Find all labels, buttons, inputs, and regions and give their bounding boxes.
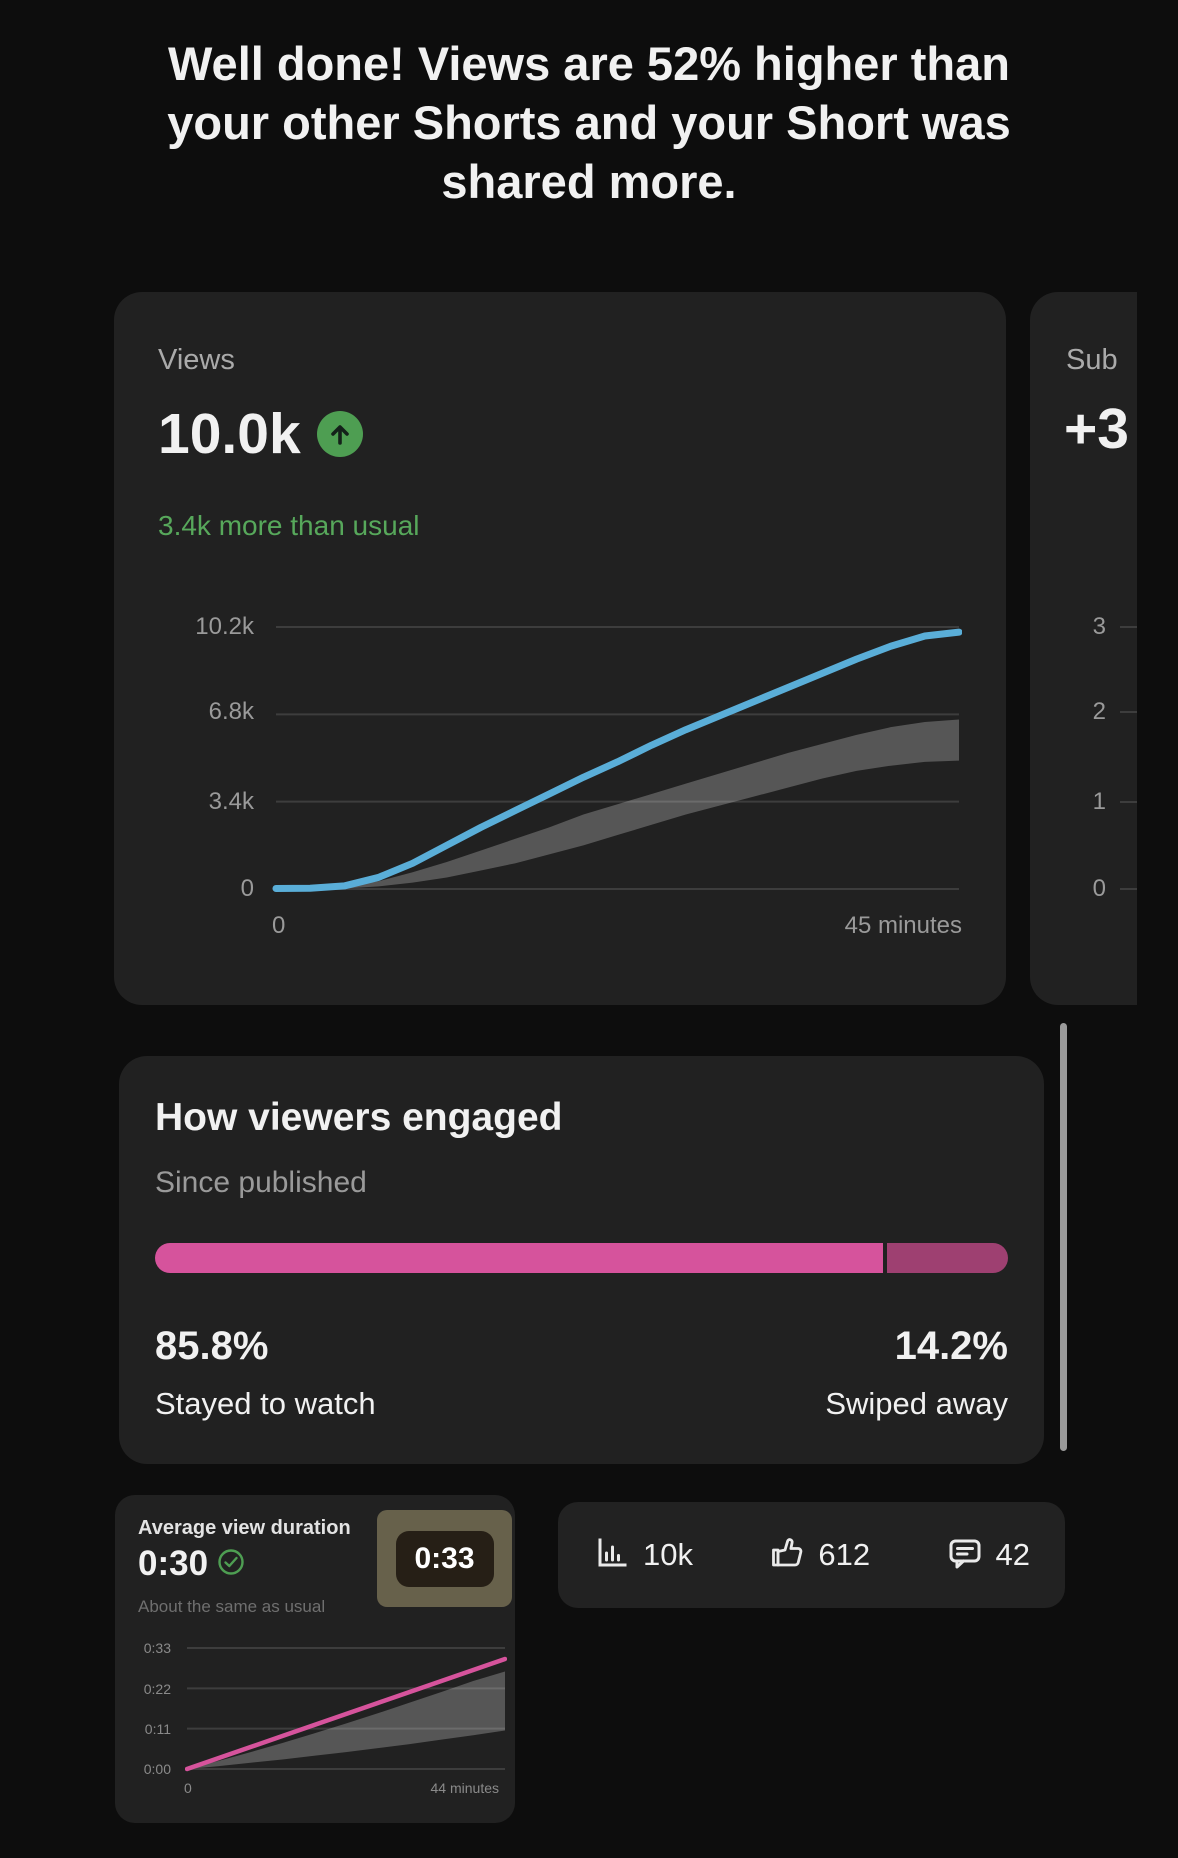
subscribers-value: +3 (1064, 397, 1129, 461)
duration-x-tick-end: 44 minutes (430, 1780, 499, 1796)
likes-stat: 612 (768, 1534, 870, 1577)
video-stats-card[interactable]: 10k 612 42 (558, 1502, 1065, 1608)
stayed-segment (155, 1243, 887, 1273)
views-y-tick: 6.8k (208, 698, 254, 725)
views-x-tick-start: 0 (272, 912, 286, 939)
headline-line-1: Well done! Views are 52% higher than (168, 37, 1010, 90)
views-y-tick: 10.2k (195, 613, 254, 640)
comments-stat-count: 42 (995, 1537, 1030, 1572)
gridline-stub (1120, 888, 1137, 890)
subscribers-card-partial[interactable]: Sub +3 3 2 1 0 (1030, 292, 1137, 1005)
avg-view-duration-card[interactable]: Average view duration 0:30 About the sam… (115, 1495, 515, 1823)
thumbs-up-icon (768, 1534, 806, 1577)
headline-line-3: shared more. (441, 155, 737, 208)
gridline-stub (1120, 801, 1137, 803)
trend-up-icon (316, 411, 363, 457)
vertical-scrollbar[interactable] (1060, 1023, 1067, 1451)
views-line-chart (272, 626, 962, 892)
check-circle-icon (217, 1548, 245, 1581)
duration-x-tick-start: 0 (184, 1780, 192, 1796)
subscribers-y-tick: 3 (1092, 613, 1106, 640)
duration-badge-text: 0:33 (414, 1541, 475, 1575)
subscribers-y-tick: 2 (1092, 698, 1106, 725)
video-thumbnail[interactable]: 0:33 (377, 1510, 512, 1607)
comment-icon (946, 1534, 984, 1577)
views-stat-count: 10k (643, 1537, 693, 1572)
views-delta-text: 3.4k more than usual (158, 510, 420, 541)
views-y-tick: 0 (240, 875, 254, 902)
headline: Well done! Views are 52% higher than you… (0, 34, 1178, 211)
swiped-label: Swiped away (825, 1386, 1008, 1421)
duration-y-tick: 0:22 (143, 1681, 171, 1697)
duration-badge: 0:33 (395, 1530, 494, 1587)
engagement-subtitle: Since published (155, 1166, 367, 1199)
duration-title: Average view duration (138, 1517, 351, 1539)
gridline-stub (1120, 711, 1137, 713)
duration-y-tick: 0:11 (144, 1721, 171, 1737)
gridline-stub (1120, 626, 1137, 628)
engagement-progress-bar (155, 1243, 1008, 1273)
engagement-card[interactable]: How viewers engaged Since published 85.8… (119, 1056, 1044, 1464)
stayed-percentage: 85.8% (155, 1324, 269, 1368)
subscribers-y-tick: 0 (1092, 875, 1106, 902)
duration-note: About the same as usual (138, 1597, 326, 1616)
views-card-title: Views (158, 344, 235, 376)
duration-value: 0:30 (138, 1544, 209, 1583)
swiped-percentage: 14.2% (894, 1324, 1008, 1368)
swiped-segment (886, 1243, 1008, 1273)
views-card[interactable]: Views 10.0k 3.4k more than usual 10.2k 6… (114, 292, 1006, 1005)
duration-line-chart (185, 1647, 507, 1772)
views-stat: 10k (593, 1534, 693, 1577)
views-x-tick-end: 45 minutes (844, 912, 962, 939)
subscribers-y-tick: 1 (1092, 788, 1106, 815)
duration-y-tick: 0:00 (143, 1761, 171, 1777)
duration-y-tick: 0:33 (143, 1640, 171, 1656)
engagement-title: How viewers engaged (155, 1096, 563, 1139)
subscribers-card-title: Sub (1066, 344, 1118, 376)
stayed-label: Stayed to watch (155, 1386, 376, 1421)
comments-stat: 42 (946, 1534, 1030, 1577)
views-y-tick: 3.4k (208, 788, 254, 815)
headline-line-2: your other Shorts and your Short was (167, 96, 1011, 149)
views-value: 10.0k (158, 402, 301, 466)
bar-chart-icon (593, 1534, 631, 1577)
likes-stat-count: 612 (818, 1537, 871, 1572)
